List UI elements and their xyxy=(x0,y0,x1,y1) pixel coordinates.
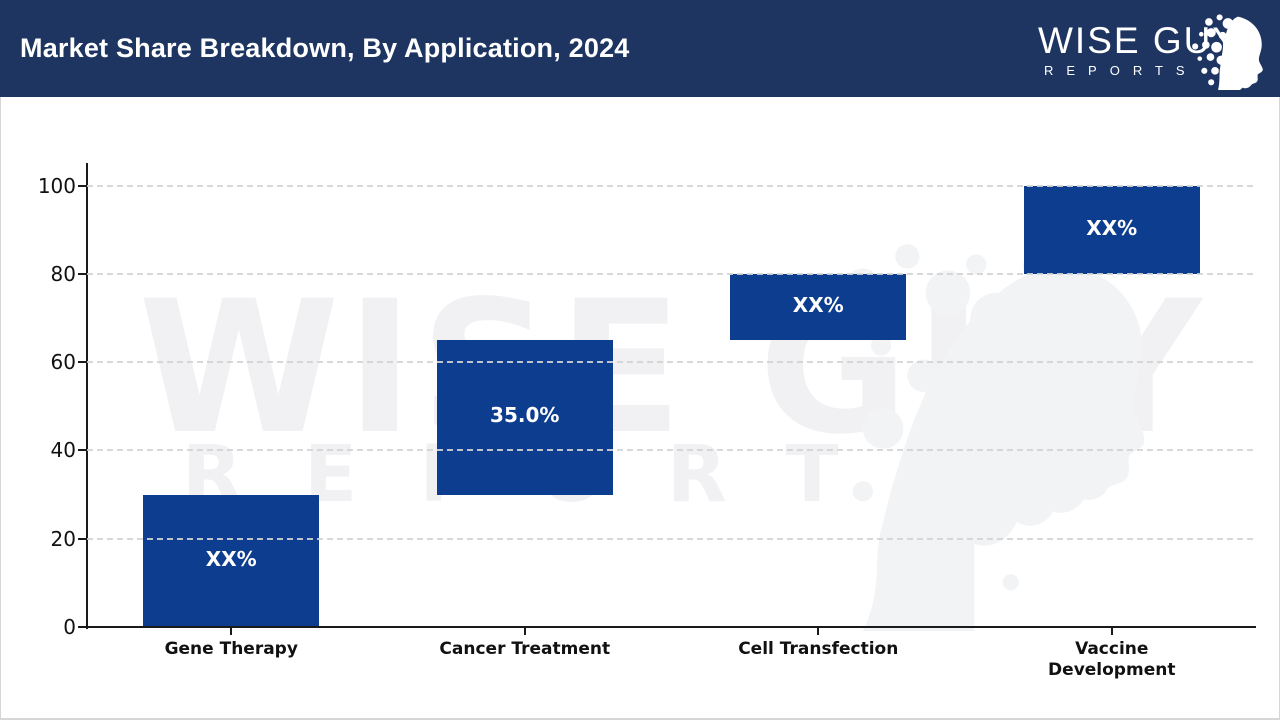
y-tick-label: 0 xyxy=(63,615,76,639)
x-tick-mark xyxy=(230,628,233,635)
logo-head-icon xyxy=(1192,14,1263,90)
y-tick-mark xyxy=(78,626,86,628)
gridline xyxy=(87,184,1253,187)
bar-cancer-treatment xyxy=(436,340,613,495)
bar-value-label: 35.0% xyxy=(490,403,560,428)
header-bar: Market Share Breakdown, By Application, … xyxy=(0,0,1280,97)
gridline xyxy=(87,537,1253,540)
y-tick-label: 60 xyxy=(50,350,76,375)
x-tick-mark xyxy=(1110,628,1113,635)
logo-subtitle: REPORTS xyxy=(1044,63,1198,78)
x-tick-mark xyxy=(817,628,820,635)
y-tick-mark xyxy=(78,449,86,452)
x-axis-line xyxy=(86,626,1256,628)
brand-logo: WISE GUY REPORTS xyxy=(1010,10,1270,90)
y-tick-label: 20 xyxy=(50,526,76,551)
category-label: Vaccine Development xyxy=(1048,639,1176,680)
y-tick-label: 40 xyxy=(50,438,76,463)
page-title: Market Share Breakdown, By Application, … xyxy=(20,33,630,63)
gridline xyxy=(87,449,1253,452)
y-tick-label: 100 xyxy=(37,173,76,198)
category-label: Gene Therapy xyxy=(164,639,298,659)
category-label: Cell Transfection xyxy=(738,639,899,659)
gridline xyxy=(87,272,1253,275)
bar-value-label: XX% xyxy=(792,292,844,317)
bar-value-label: XX% xyxy=(205,546,257,571)
y-tick-mark xyxy=(78,537,86,540)
bar-gene-therapy xyxy=(143,494,320,627)
logo-wordmark: WISE GUY xyxy=(1038,20,1240,61)
y-tick-mark xyxy=(78,272,86,275)
gridline xyxy=(87,361,1253,364)
bar-value-label: XX% xyxy=(1086,215,1138,240)
y-axis-line xyxy=(86,163,88,629)
bar-cell-transfection xyxy=(730,273,907,341)
category-label: Cancer Treatment xyxy=(439,639,611,659)
y-tick-label: 80 xyxy=(50,261,76,286)
x-tick-mark xyxy=(523,628,526,635)
y-tick-mark xyxy=(78,184,86,187)
y-tick-mark xyxy=(78,361,86,364)
bar-vaccine-development xyxy=(1023,185,1200,274)
